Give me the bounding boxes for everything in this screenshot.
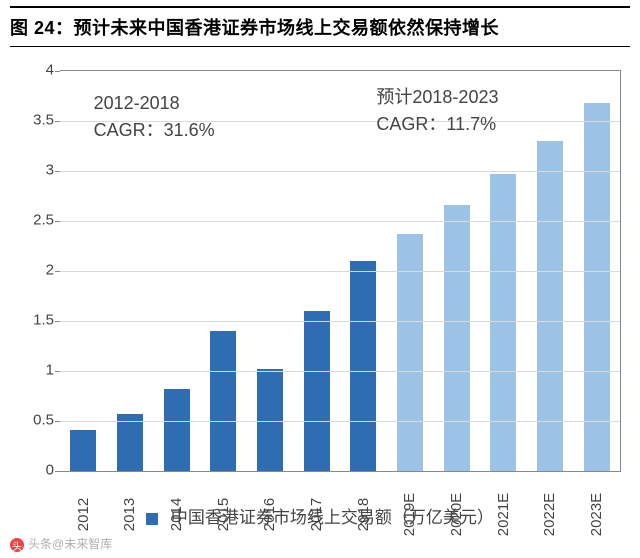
- bar: [397, 234, 423, 471]
- ytick-label: 2.5: [8, 212, 54, 229]
- chart-title: 图 24：预计未来中国香港证券市场线上交易额依然保持增长: [10, 18, 499, 38]
- ytick-mark: [55, 321, 60, 322]
- bar: [304, 311, 330, 471]
- xtick-label: 2023E: [573, 478, 620, 495]
- xtick-label: 2013: [107, 478, 154, 495]
- xtick-label: 2015: [200, 478, 247, 495]
- gridline: [60, 321, 620, 322]
- chart-annotation: 2012-2018CAGR：31.6%: [94, 90, 215, 144]
- ytick-label: 0.5: [8, 412, 54, 429]
- gridline: [60, 421, 620, 422]
- bar: [164, 389, 190, 471]
- ytick-label: 1: [8, 362, 54, 379]
- xtick-label: 2014: [153, 478, 200, 495]
- ytick-mark: [55, 421, 60, 422]
- legend-swatch: [146, 513, 158, 525]
- title-bar: 图 24：预计未来中国香港证券市场线上交易额依然保持增长: [10, 6, 630, 47]
- bar: [257, 369, 283, 471]
- legend: 中国香港证券市场线上交易额（万亿美元）: [0, 503, 640, 528]
- figure-container: 图 24：预计未来中国香港证券市场线上交易额依然保持增长 0 0.5 1 1.5 2 2.…: [0, 0, 640, 558]
- ytick-label: 2: [8, 262, 54, 279]
- bar: [117, 414, 143, 471]
- source-credit: 头条@未来智库: [10, 535, 112, 552]
- gridline: [60, 371, 620, 372]
- ytick-mark: [55, 171, 60, 172]
- ytick-label: 3.5: [8, 112, 54, 129]
- ytick-label: 0: [8, 462, 54, 479]
- xtick-label: 2021E: [480, 478, 527, 495]
- xtick-label: 2019E: [387, 478, 434, 495]
- ytick-label: 3: [8, 162, 54, 179]
- ytick-label: 4: [8, 62, 54, 79]
- legend-label: 中国香港证券市场线上交易额（万亿美元）: [171, 508, 494, 527]
- xtick-label: 2012: [60, 478, 107, 495]
- credit-text: @未来智库: [52, 537, 112, 551]
- bar: [70, 430, 96, 471]
- xtick-label: 2016: [247, 478, 294, 495]
- chart-annotation: 预计2018-2023CAGR：11.7%: [376, 84, 498, 138]
- toutiao-icon: [10, 538, 24, 552]
- bar: [444, 205, 470, 471]
- ytick-mark: [55, 221, 60, 222]
- ytick-mark: [55, 271, 60, 272]
- ytick-mark: [55, 71, 60, 72]
- ytick-label: 1.5: [8, 312, 54, 329]
- xtick-label: 2018: [340, 478, 387, 495]
- gridline: [60, 221, 620, 222]
- bar: [210, 331, 236, 471]
- ytick-mark: [55, 121, 60, 122]
- xtick-label: 2022E: [527, 478, 574, 495]
- ytick-mark: [55, 371, 60, 372]
- ytick-mark: [55, 471, 60, 472]
- bar: [350, 261, 376, 471]
- gridline: [60, 271, 620, 272]
- bar: [490, 174, 516, 471]
- xtick-label: 2017: [293, 478, 340, 495]
- gridline: [60, 171, 620, 172]
- credit-prefix: 头条: [28, 537, 52, 551]
- bar: [584, 103, 610, 471]
- xtick-label: 2020E: [433, 478, 480, 495]
